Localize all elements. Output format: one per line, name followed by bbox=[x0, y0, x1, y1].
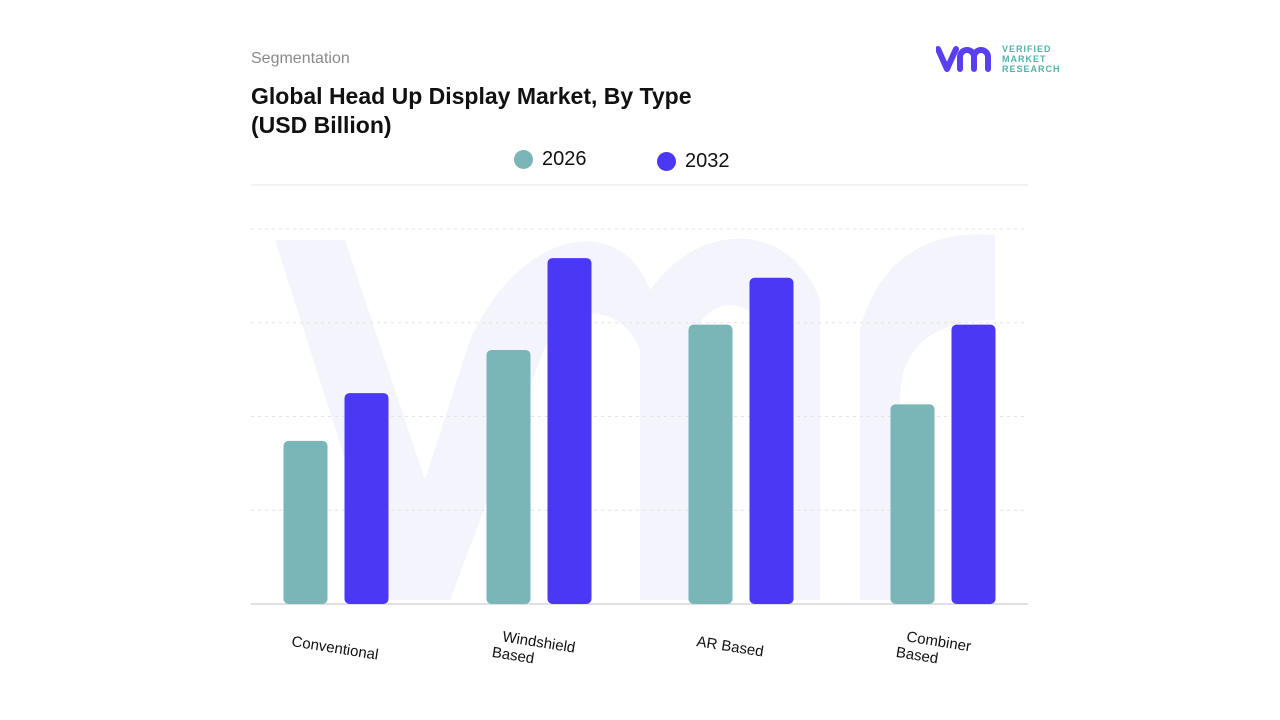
bar-2026-conventional bbox=[283, 440, 328, 604]
x-tick-label-line: Based bbox=[491, 644, 536, 667]
x-tick-label-line: Conventional bbox=[290, 633, 379, 663]
title-line-1: Global Head Up Display Market, By Type bbox=[251, 83, 692, 109]
logo-text-2: MARKET bbox=[1002, 54, 1047, 64]
vmr-logo: VERIFIED MARKET RESEARCH bbox=[936, 44, 1061, 74]
x-tick-label: AR Based bbox=[695, 633, 764, 660]
bar-2026-combiner-based bbox=[890, 404, 935, 604]
legend-label-2026: 2026 bbox=[542, 148, 587, 170]
logo-text-1: VERIFIED bbox=[1002, 44, 1052, 54]
x-tick-label: Conventional bbox=[290, 633, 379, 663]
bar-2032-ar-based bbox=[749, 277, 794, 604]
x-tick-label-line: Based bbox=[895, 644, 940, 667]
bar-2032-windshield-based bbox=[547, 258, 592, 604]
legend-label-2032: 2032 bbox=[685, 150, 730, 172]
x-tick-label-line: AR Based bbox=[695, 633, 764, 660]
bar-2026-windshield-based bbox=[486, 349, 531, 604]
bar-2026-ar-based bbox=[688, 324, 733, 604]
bar-2032-conventional bbox=[344, 393, 389, 604]
legend-item-2026: 2026 bbox=[514, 148, 587, 171]
title-line-2: (USD Billion) bbox=[251, 112, 392, 138]
chart-title: Global Head Up Display Market, By Type (… bbox=[251, 82, 771, 140]
logo-text-3: RESEARCH bbox=[1002, 64, 1061, 74]
vmr-logo-icon bbox=[936, 46, 991, 72]
x-tick-label: WindshieldBased bbox=[491, 627, 577, 673]
segment-label: Segmentation bbox=[251, 50, 350, 67]
x-tick-label: CombinerBased bbox=[895, 627, 972, 672]
legend-item-2032: 2032 bbox=[657, 150, 730, 173]
legend-swatch-2026 bbox=[514, 150, 533, 169]
legend: 2026 2032 bbox=[0, 148, 1280, 178]
legend-swatch-2032 bbox=[657, 152, 676, 171]
bar-2032-combiner-based bbox=[951, 324, 996, 604]
